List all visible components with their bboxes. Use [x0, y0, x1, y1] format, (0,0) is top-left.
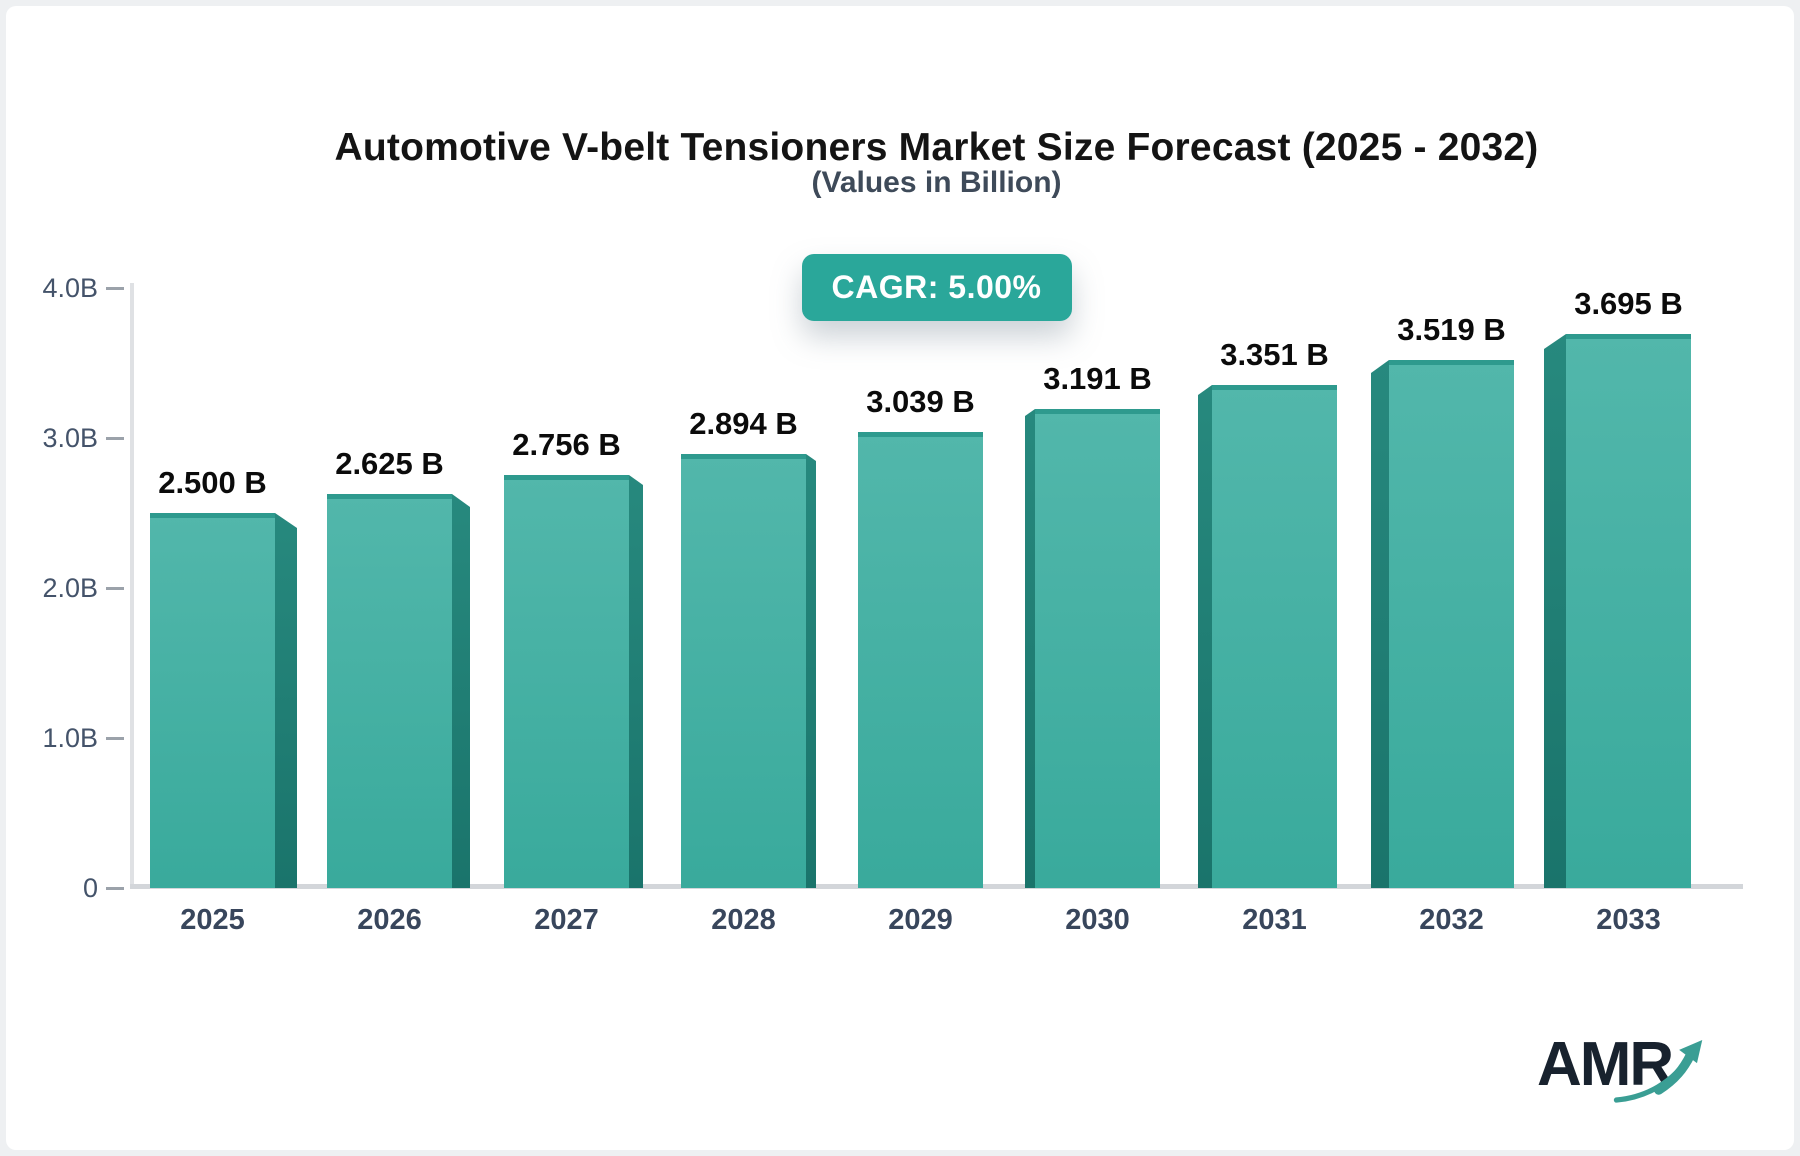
y-axis-tick-label: 3.0B: [42, 423, 98, 453]
bar-value-label: 2.894 B: [689, 406, 798, 441]
bar-value-label: 2.756 B: [512, 427, 621, 462]
bar-value-label: 2.500 B: [158, 465, 267, 500]
y-axis-tick-label: 0: [82, 873, 98, 903]
bar-2028[interactable]: [681, 454, 816, 888]
bar-2029[interactable]: [858, 432, 983, 888]
growth-arrow-icon: [1613, 1039, 1703, 1103]
y-axis-line: [130, 283, 134, 889]
x-axis-label: 2030: [1065, 904, 1130, 936]
bar-2025[interactable]: [150, 513, 297, 888]
bar-2030[interactable]: [1025, 409, 1160, 888]
chart-title: Automotive V-belt Tensioners Market Size…: [334, 126, 1539, 170]
y-axis-tick: [106, 887, 124, 890]
y-axis-tick-label: 4.0B: [42, 273, 98, 303]
bar-value-label: 3.191 B: [1043, 361, 1152, 396]
bar-2031[interactable]: [1198, 385, 1337, 888]
bar-2033[interactable]: [1544, 334, 1691, 888]
amr-logo-text: AMR: [1537, 1030, 1674, 1099]
x-axis-label: 2033: [1596, 904, 1661, 936]
cagr-badge: CAGR: 5.00%: [801, 254, 1072, 321]
bar-value-label: 2.625 B: [335, 446, 444, 481]
chart-subtitle: (Values in Billion): [811, 166, 1062, 199]
x-axis-label: 2025: [180, 904, 245, 936]
x-axis-label: 2032: [1419, 904, 1484, 936]
y-axis-tick: [106, 287, 124, 290]
bar-value-label: 3.351 B: [1220, 337, 1329, 372]
bar-value-label: 3.519 B: [1397, 312, 1506, 347]
x-axis-label: 2029: [888, 904, 953, 936]
y-axis-tick-label: 1.0B: [42, 723, 98, 753]
bar-2032[interactable]: [1371, 360, 1514, 888]
amr-logo: AMR: [1537, 1034, 1767, 1134]
x-axis-label: 2026: [357, 904, 422, 936]
x-axis-label: 2027: [534, 904, 599, 936]
bar-value-label: 3.695 B: [1574, 286, 1683, 321]
bar-2027[interactable]: [504, 475, 643, 888]
y-axis-tick: [106, 437, 124, 440]
cagr-badge-wrap: CAGR: 5.00%: [130, 254, 1743, 321]
x-axis-label: 2031: [1242, 904, 1307, 936]
y-axis-tick: [106, 737, 124, 740]
y-axis-tick-label: 2.0B: [42, 573, 98, 603]
bar-value-label: 3.039 B: [866, 384, 975, 419]
bar-2026[interactable]: [327, 494, 470, 888]
x-axis-label: 2028: [711, 904, 776, 936]
y-axis-tick: [106, 587, 124, 590]
